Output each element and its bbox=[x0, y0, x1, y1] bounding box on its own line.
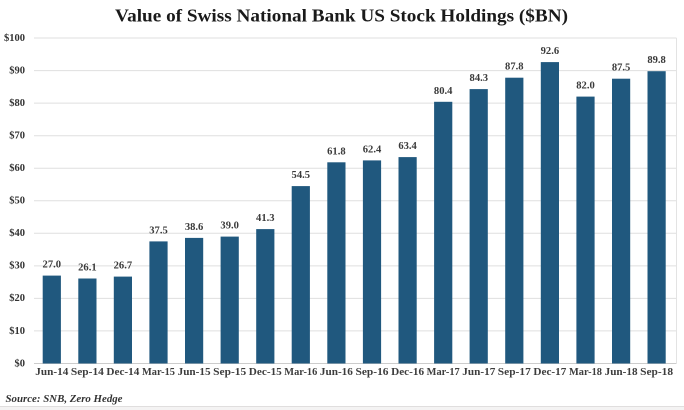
svg-text:Mar-18: Mar-18 bbox=[569, 367, 602, 378]
svg-text:84.3: 84.3 bbox=[470, 73, 489, 84]
svg-text:Sep-15: Sep-15 bbox=[213, 367, 246, 378]
svg-text:Mar-15: Mar-15 bbox=[142, 367, 175, 378]
svg-text:87.5: 87.5 bbox=[612, 63, 631, 74]
svg-text:Value of Swiss National Bank U: Value of Swiss National Bank US Stock Ho… bbox=[115, 6, 568, 27]
svg-text:Mar-17: Mar-17 bbox=[427, 367, 460, 378]
svg-text:Dec-14: Dec-14 bbox=[106, 367, 139, 378]
svg-text:$40: $40 bbox=[9, 228, 25, 239]
svg-text:26.1: 26.1 bbox=[78, 263, 97, 274]
svg-text:Sep-14: Sep-14 bbox=[71, 367, 104, 378]
svg-text:Dec-15: Dec-15 bbox=[249, 367, 282, 378]
svg-text:62.4: 62.4 bbox=[363, 144, 382, 155]
svg-text:Jun-17: Jun-17 bbox=[462, 367, 495, 378]
svg-text:82.0: 82.0 bbox=[576, 81, 595, 92]
svg-text:38.6: 38.6 bbox=[185, 222, 204, 233]
svg-text:$30: $30 bbox=[9, 261, 25, 272]
svg-text:27.0: 27.0 bbox=[43, 260, 62, 271]
svg-text:41.3: 41.3 bbox=[256, 213, 275, 224]
svg-text:$90: $90 bbox=[9, 65, 25, 76]
svg-text:$10: $10 bbox=[9, 326, 25, 337]
svg-text:$100: $100 bbox=[4, 33, 25, 44]
svg-text:54.5: 54.5 bbox=[292, 170, 311, 181]
svg-text:39.0: 39.0 bbox=[220, 221, 239, 232]
svg-text:87.8: 87.8 bbox=[505, 62, 524, 73]
svg-text:Dec-16: Dec-16 bbox=[391, 367, 424, 378]
svg-text:Dec-17: Dec-17 bbox=[533, 367, 566, 378]
svg-text:80.4: 80.4 bbox=[434, 86, 453, 97]
svg-text:63.4: 63.4 bbox=[398, 141, 417, 152]
svg-text:37.5: 37.5 bbox=[149, 225, 168, 236]
svg-text:$80: $80 bbox=[9, 98, 25, 109]
svg-text:Sep-18: Sep-18 bbox=[640, 367, 673, 378]
svg-text:$70: $70 bbox=[9, 131, 25, 142]
svg-text:Sep-17: Sep-17 bbox=[498, 367, 531, 378]
svg-text:$50: $50 bbox=[9, 196, 25, 207]
svg-text:$60: $60 bbox=[9, 163, 25, 174]
svg-text:$0: $0 bbox=[15, 358, 26, 369]
svg-text:92.6: 92.6 bbox=[541, 46, 560, 57]
svg-text:Jun-14: Jun-14 bbox=[35, 367, 68, 378]
svg-text:Sep-16: Sep-16 bbox=[356, 367, 389, 378]
svg-text:26.7: 26.7 bbox=[114, 261, 133, 272]
svg-text:Jun-15: Jun-15 bbox=[178, 367, 211, 378]
svg-text:Jun-18: Jun-18 bbox=[605, 367, 638, 378]
svg-text:Source: SNB, Zero Hedge: Source: SNB, Zero Hedge bbox=[6, 393, 123, 405]
svg-text:Mar-16: Mar-16 bbox=[284, 367, 317, 378]
svg-text:61.8: 61.8 bbox=[327, 146, 346, 157]
svg-text:Jun-16: Jun-16 bbox=[320, 367, 353, 378]
svg-text:89.8: 89.8 bbox=[647, 55, 666, 66]
svg-text:$20: $20 bbox=[9, 293, 25, 304]
